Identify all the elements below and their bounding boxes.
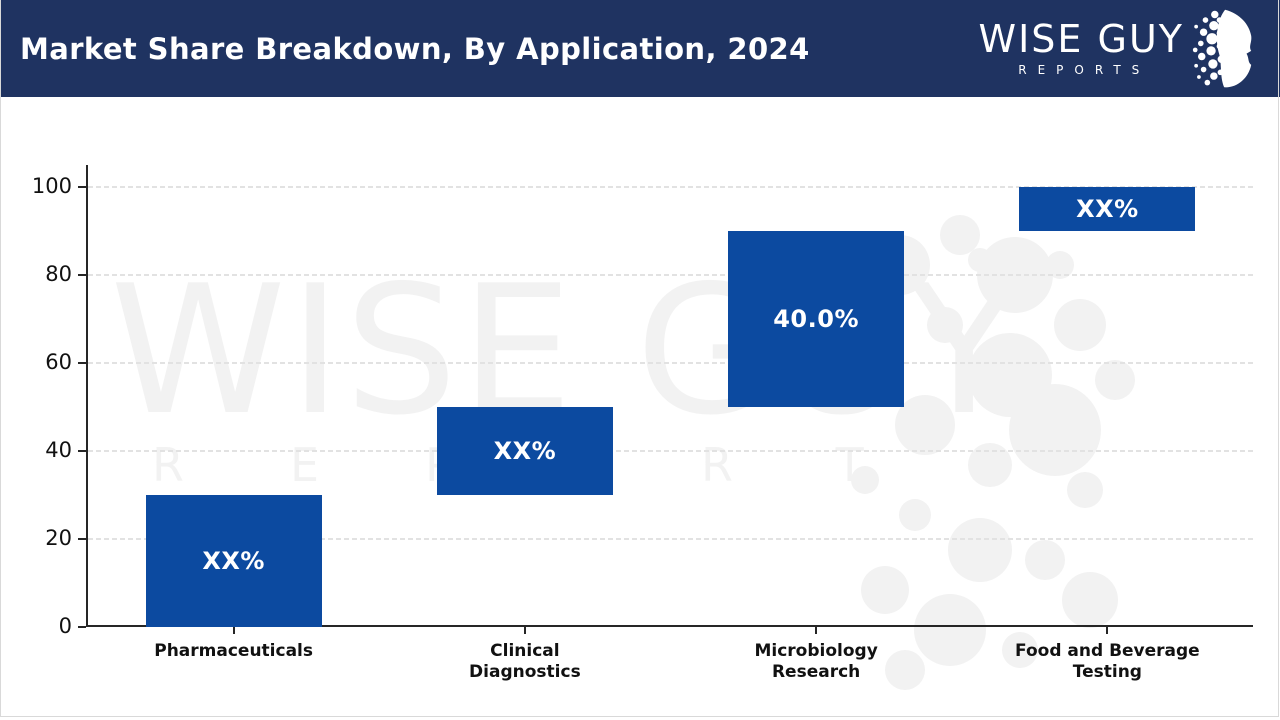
y-tick-mark xyxy=(78,538,86,540)
y-tick-mark xyxy=(78,626,86,628)
y-tick-label: 20 xyxy=(45,526,72,550)
category-label-clinical-diagnostics: Clinical Diagnostics xyxy=(469,641,581,683)
bar-value-label: XX% xyxy=(493,437,557,465)
bar-pharmaceuticals: XX% xyxy=(145,495,322,627)
gridline-y-80 xyxy=(88,274,1253,276)
y-tick-mark xyxy=(78,186,86,188)
wiseguy-logo-text: WISE GUY REPORTS xyxy=(978,17,1184,77)
x-tick-mark xyxy=(523,627,526,634)
x-tick-mark xyxy=(232,627,235,634)
wiseguy-logo-subtitle: REPORTS xyxy=(1018,62,1151,77)
y-tick-mark xyxy=(78,362,86,364)
bar-microbiology-research: 40.0% xyxy=(728,231,905,407)
chart-title: Market Share Breakdown, By Application, … xyxy=(20,31,810,66)
y-tick-label: 100 xyxy=(31,174,72,198)
category-label-food-and-beverage-testing: Food and Beverage Testing xyxy=(1015,641,1200,683)
x-tick-mark xyxy=(1106,627,1109,634)
y-axis-line xyxy=(86,165,88,627)
wiseguy-face-logo-icon xyxy=(1192,9,1252,87)
plot-area: 0 20 40 60 80 100 XX% Pharmaceuticals XX% Clinica… xyxy=(32,165,1253,682)
wiseguy-logo-wordmark: WISE GUY xyxy=(978,17,1184,62)
watermark-face-dots xyxy=(851,215,1135,690)
bar-food-and-beverage-testing: XX% xyxy=(1019,187,1196,231)
x-axis-line xyxy=(86,625,1253,627)
category-label-microbiology-research: Microbiology Research xyxy=(754,641,878,683)
y-tick-mark xyxy=(78,274,86,276)
y-tick-label: 40 xyxy=(45,438,72,462)
y-tick-label: 0 xyxy=(58,614,72,638)
bar-value-label: XX% xyxy=(202,547,265,575)
gridline-y-100 xyxy=(88,186,1253,188)
header-bar: Market Share Breakdown, By Application, … xyxy=(0,0,1280,97)
y-tick-label: 80 xyxy=(45,262,72,286)
category-label-pharmaceuticals: Pharmaceuticals xyxy=(154,641,314,661)
gridline-y-60 xyxy=(88,362,1253,364)
wiseguy-logo: WISE GUY REPORTS xyxy=(979,6,1254,92)
bar-value-label: 40.0% xyxy=(773,305,859,333)
x-tick-mark xyxy=(815,627,818,634)
gridline-y-20 xyxy=(88,538,1253,540)
y-tick-mark xyxy=(78,450,86,452)
gridline-y-40 xyxy=(88,450,1253,452)
bar-clinical-diagnostics: XX% xyxy=(436,407,613,495)
bar-value-label: XX% xyxy=(1076,195,1139,223)
y-tick-label: 60 xyxy=(45,350,72,374)
